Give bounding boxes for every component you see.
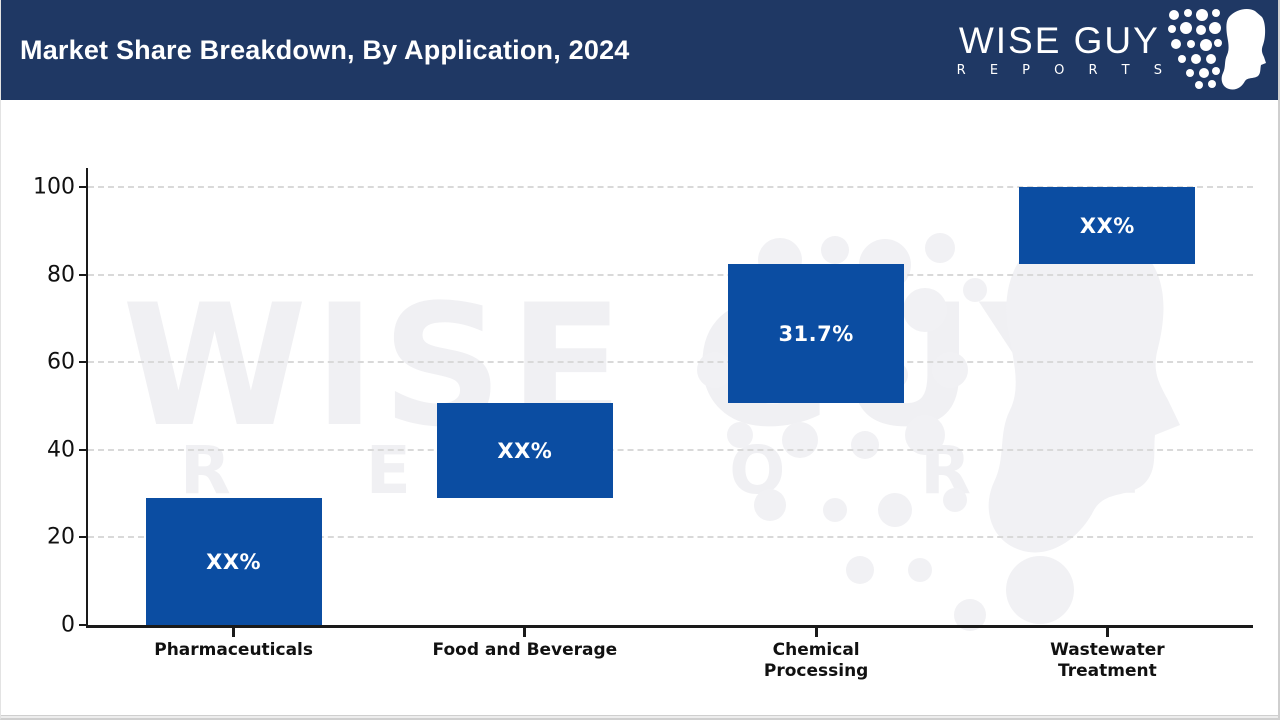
y-gridline bbox=[88, 536, 1253, 539]
category-label-line: Pharmaceuticals bbox=[154, 640, 313, 660]
bar-segment-wastewater-treatment: XX% bbox=[1019, 187, 1196, 265]
brand-head-icon bbox=[1168, 9, 1266, 90]
y-axis-tick-mark bbox=[79, 273, 87, 276]
brand-logo: WISE GUY R E P O R T S bbox=[947, 7, 1280, 93]
y-axis-line bbox=[86, 168, 88, 628]
y-axis-tick-label: 40 bbox=[47, 437, 75, 463]
x-axis-tick-mark bbox=[232, 628, 236, 637]
brand-logo-text: WISE GUY R E P O R T S bbox=[947, 22, 1172, 78]
category-label-line: Food and Beverage bbox=[432, 640, 618, 660]
y-gridline bbox=[88, 273, 1253, 276]
category-label-line: Treatment bbox=[1058, 661, 1157, 681]
y-axis-tick-mark bbox=[79, 624, 87, 626]
y-axis-tick-mark bbox=[79, 186, 87, 188]
category-label-line: Chemical bbox=[772, 640, 860, 660]
y-gridline bbox=[88, 361, 1253, 364]
category-label: Pharmaceuticals bbox=[114, 640, 354, 661]
x-axis-tick-mark bbox=[523, 628, 527, 637]
category-label: Chemical Processing bbox=[696, 640, 936, 682]
category-label: Food and Beverage bbox=[405, 640, 645, 661]
bar-value-label: 31.7% bbox=[778, 321, 854, 346]
y-axis-tick-label: 60 bbox=[47, 349, 75, 375]
header-bar: Market Share Breakdown, By Application, … bbox=[0, 0, 1280, 100]
bar-value-label: XX% bbox=[497, 438, 553, 463]
bar-segment-chemical-processing: 31.7% bbox=[728, 264, 905, 403]
y-axis-tick-label: 80 bbox=[47, 262, 75, 288]
bar-segment-food-and-beverage: XX% bbox=[436, 402, 613, 499]
category-label-line: Processing bbox=[763, 661, 869, 681]
category-label-line: Wastewater bbox=[1050, 640, 1165, 660]
y-axis-tick-label: 0 bbox=[61, 612, 75, 638]
bar-value-label: XX% bbox=[206, 549, 262, 574]
bottom-strip bbox=[0, 715, 1280, 720]
x-axis-tick-mark bbox=[1105, 628, 1109, 637]
bar-value-label: XX% bbox=[1079, 213, 1135, 238]
y-axis-tick-label: 100 bbox=[33, 174, 75, 200]
brand-subtitle: R E P O R T S bbox=[956, 63, 1172, 78]
category-label: Wastewater Treatment bbox=[987, 640, 1227, 682]
x-axis-line bbox=[86, 625, 1253, 628]
y-axis-tick-mark bbox=[79, 448, 87, 451]
y-gridline bbox=[88, 186, 1253, 188]
brand-name: WISE GUY bbox=[958, 20, 1160, 61]
page-title: Market Share Breakdown, By Application, … bbox=[20, 34, 630, 65]
y-gridline bbox=[88, 448, 1253, 451]
x-axis-tick-mark bbox=[814, 628, 818, 637]
bar-segment-pharmaceuticals: XX% bbox=[145, 498, 322, 625]
y-axis-tick-mark bbox=[79, 361, 87, 364]
y-axis-tick-mark bbox=[79, 536, 87, 539]
y-axis-tick-label: 20 bbox=[47, 524, 75, 550]
